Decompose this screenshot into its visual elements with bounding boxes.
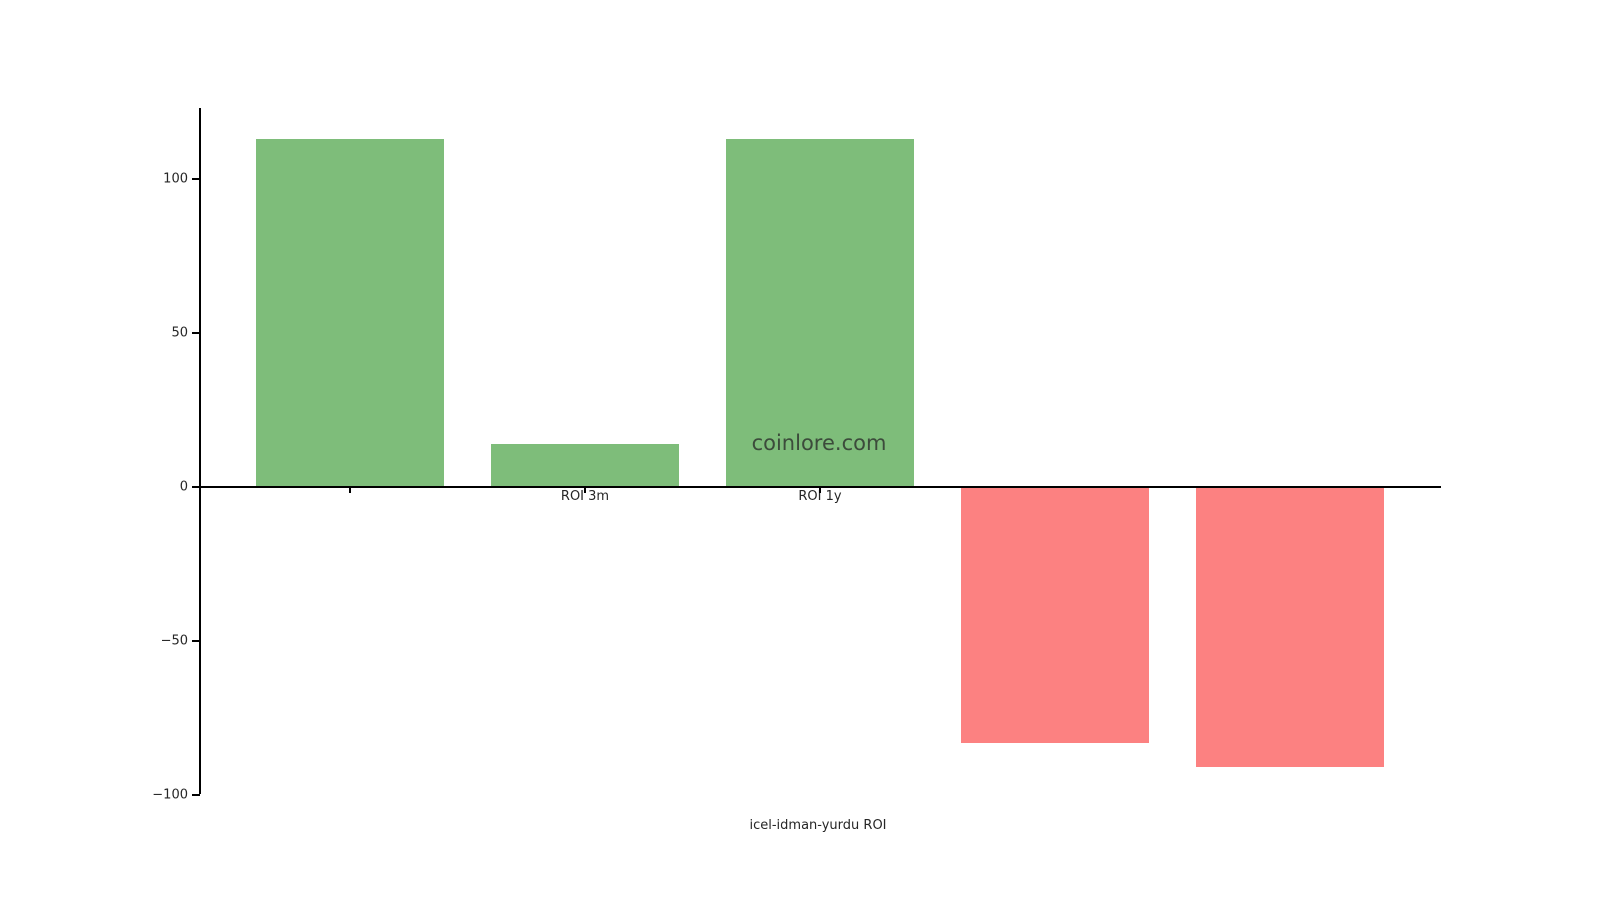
x-axis-zero-line — [199, 486, 1441, 488]
y-tick-mark — [192, 794, 200, 796]
x-tick-mark — [584, 487, 586, 493]
bar-roi-1y — [726, 138, 914, 487]
y-tick-mark — [192, 332, 200, 334]
y-tick-label: −100 — [152, 787, 188, 803]
coinlore-watermark: coinlore.com — [751, 431, 887, 455]
y-tick-mark — [192, 486, 200, 488]
y-tick-label: −50 — [160, 633, 188, 649]
bar-series-0 — [256, 138, 444, 487]
y-tick-label: 100 — [163, 171, 188, 187]
y-tick-mark — [192, 178, 200, 180]
y-tick-mark — [192, 640, 200, 642]
x-tick-mark — [349, 487, 351, 493]
bar-roi-3m — [491, 443, 679, 487]
x-tick-label-roi-1y: ROI 1y — [798, 489, 842, 504]
bar-series-4 — [1196, 487, 1384, 768]
x-tick-label-roi-3m: ROI 3m — [560, 489, 610, 504]
y-axis-spine — [199, 108, 201, 794]
y-tick-label: 50 — [171, 325, 188, 341]
y-tick-label: 0 — [179, 479, 188, 495]
x-tick-mark — [819, 487, 821, 493]
bar-series-3 — [961, 487, 1149, 743]
chart-title: icel-idman-yurdu ROI — [749, 818, 887, 833]
